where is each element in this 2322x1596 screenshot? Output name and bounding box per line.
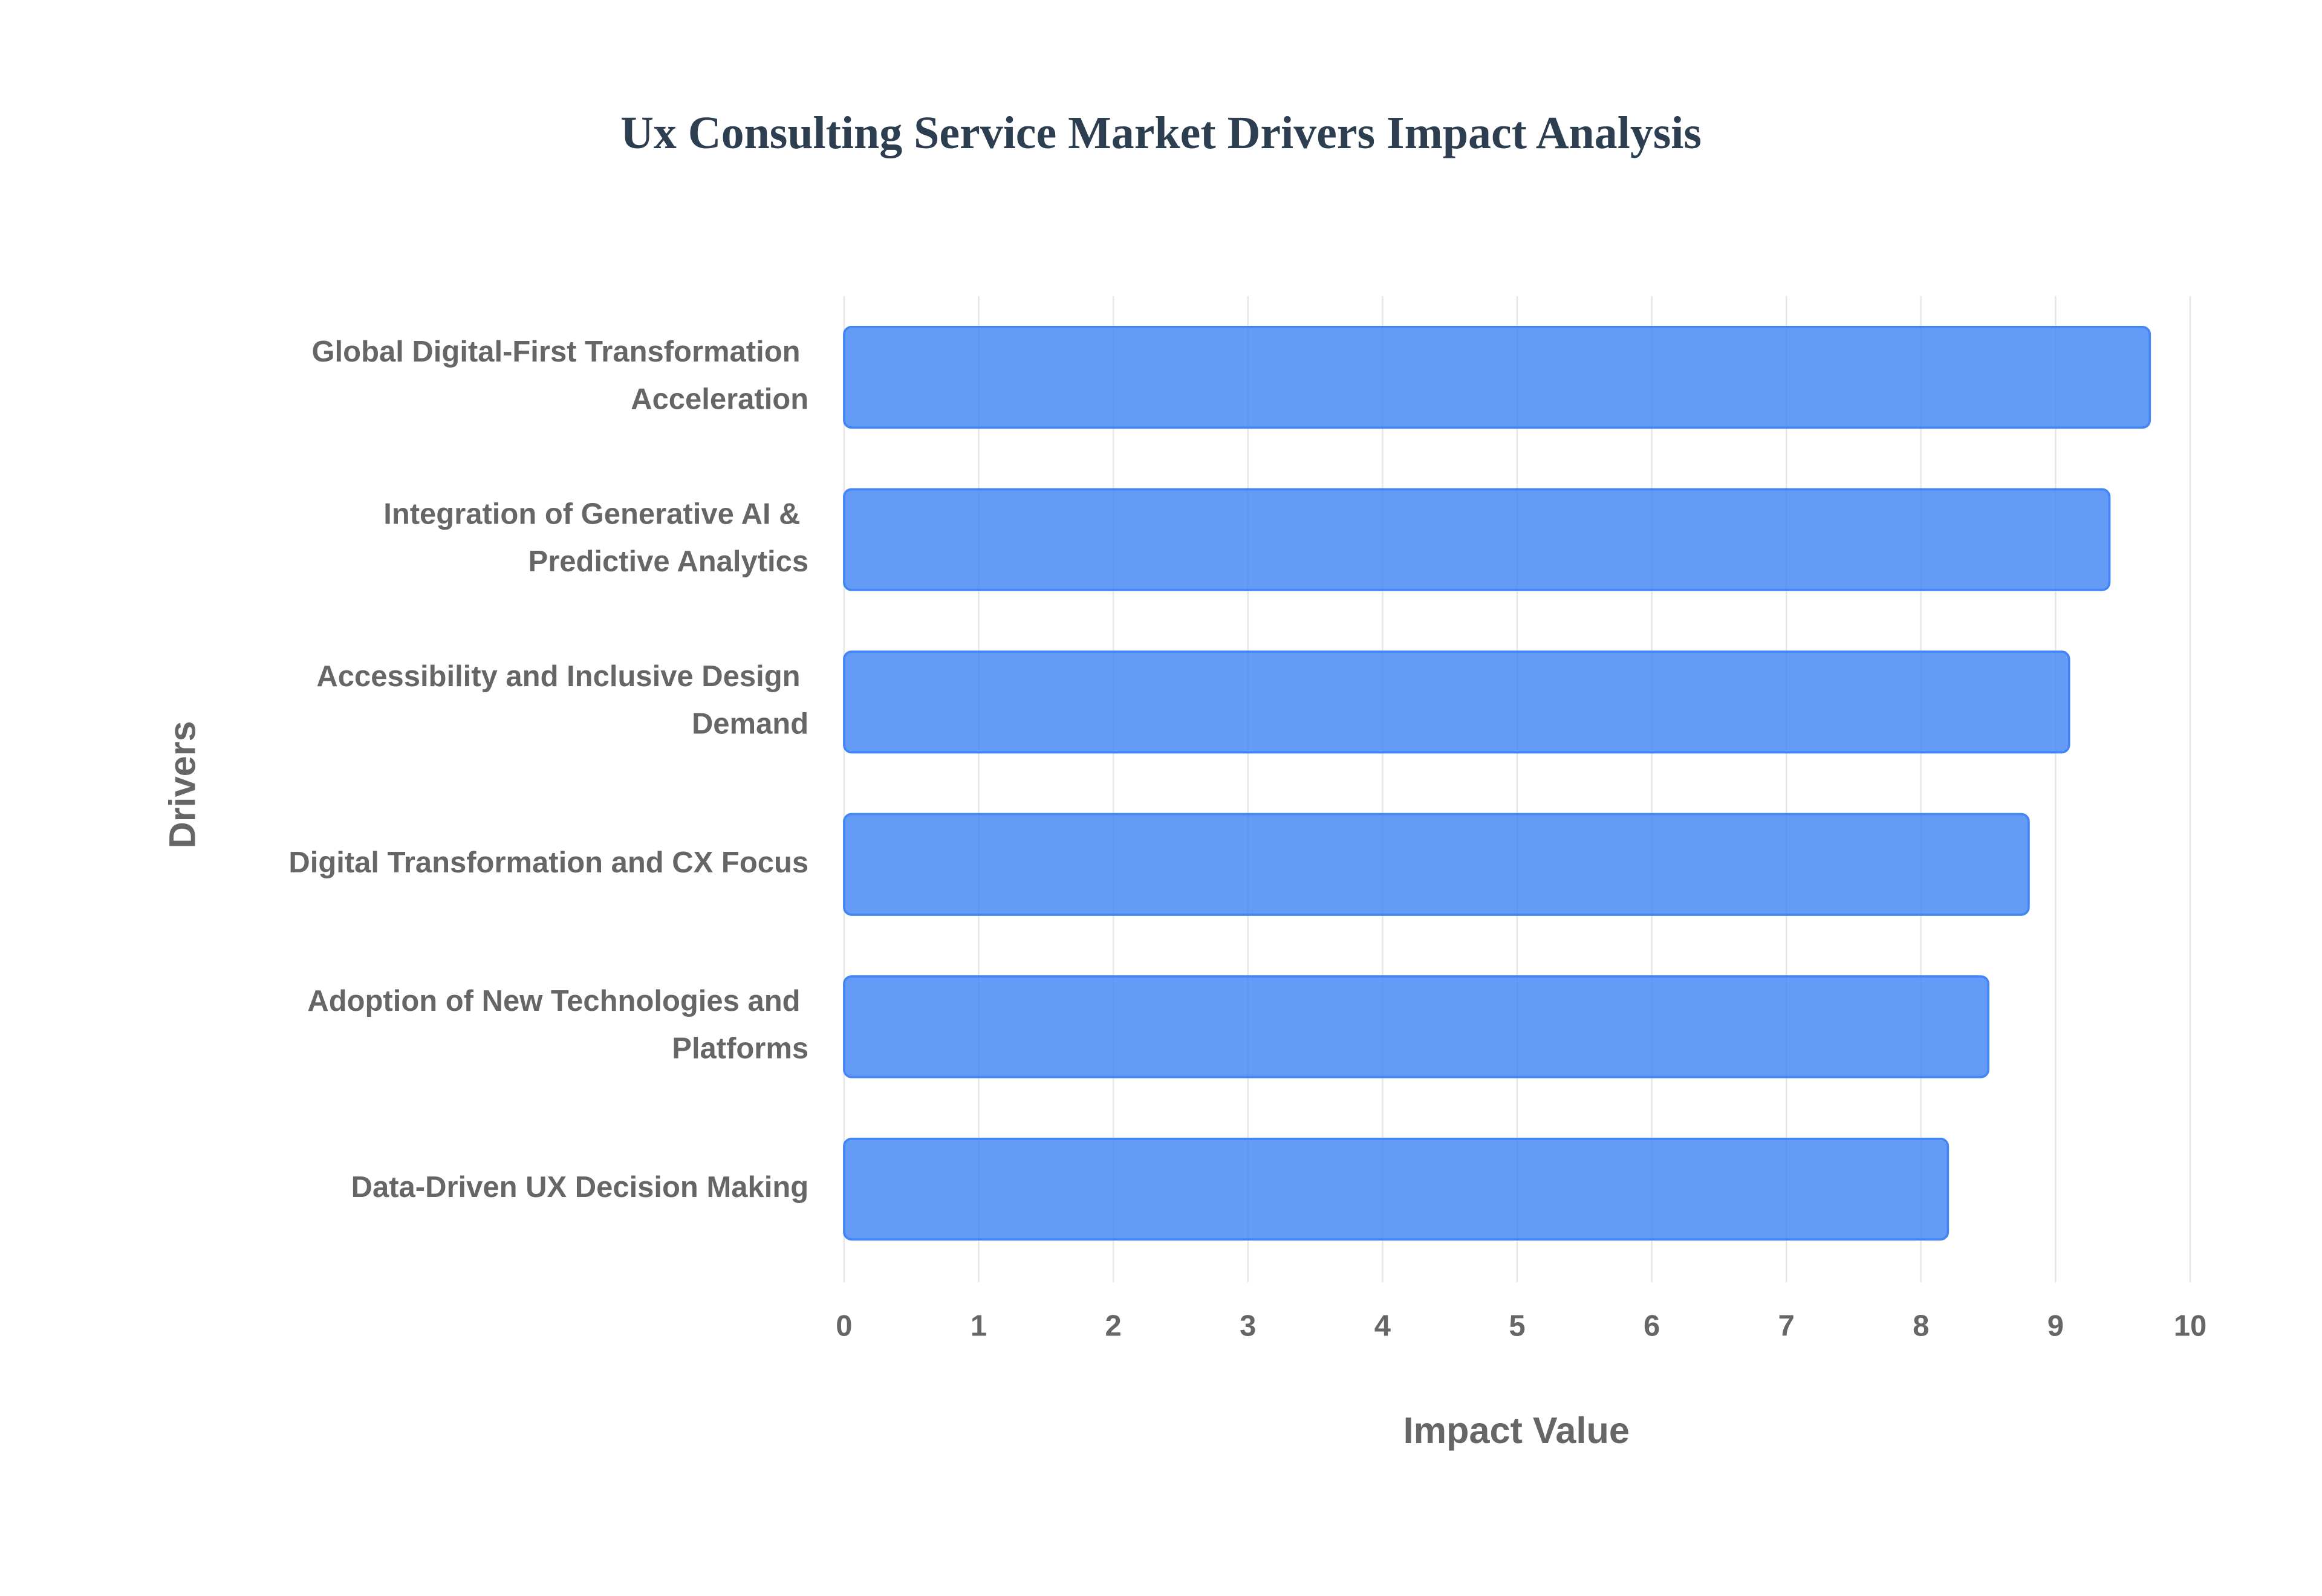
x-tick-label: 9 <box>2047 1310 2064 1343</box>
bar <box>843 813 2030 916</box>
y-axis-title: Drivers <box>161 721 203 848</box>
y-tick-label: Data-Driven UX Decision Making <box>351 1171 808 1204</box>
bar <box>843 488 2111 591</box>
bar <box>843 325 2151 429</box>
bar <box>843 1137 1950 1241</box>
x-tick-label: 6 <box>1644 1310 1660 1343</box>
y-tick-label: Accessibility and Inclusive Design Deman… <box>316 660 808 740</box>
y-tick-label: Global Digital-First Transformation Acce… <box>311 336 808 415</box>
y-tick-label: Digital Transformation and CX Focus <box>288 846 808 879</box>
x-tick-label: 7 <box>1778 1310 1795 1343</box>
x-tick-label: 10 <box>2174 1310 2207 1343</box>
x-tick-label: 4 <box>1374 1310 1391 1343</box>
bar <box>843 975 1989 1079</box>
x-tick-label: 0 <box>836 1310 852 1343</box>
bar <box>843 650 2070 754</box>
y-tick-label: Integration of Generative AI & Predictiv… <box>383 498 808 577</box>
chart-title: Ux Consulting Service Market Drivers Imp… <box>620 108 1702 158</box>
x-tick-label: 2 <box>1105 1310 1122 1343</box>
y-tick-label: Adoption of New Technologies and Platfor… <box>307 985 808 1065</box>
x-tick-label: 1 <box>971 1310 987 1343</box>
x-axis-title: Impact Value <box>1403 1410 1630 1451</box>
x-tick-label: 5 <box>1509 1310 1525 1343</box>
x-tick-label: 8 <box>1913 1310 1929 1343</box>
x-tick-label: 3 <box>1240 1310 1256 1343</box>
